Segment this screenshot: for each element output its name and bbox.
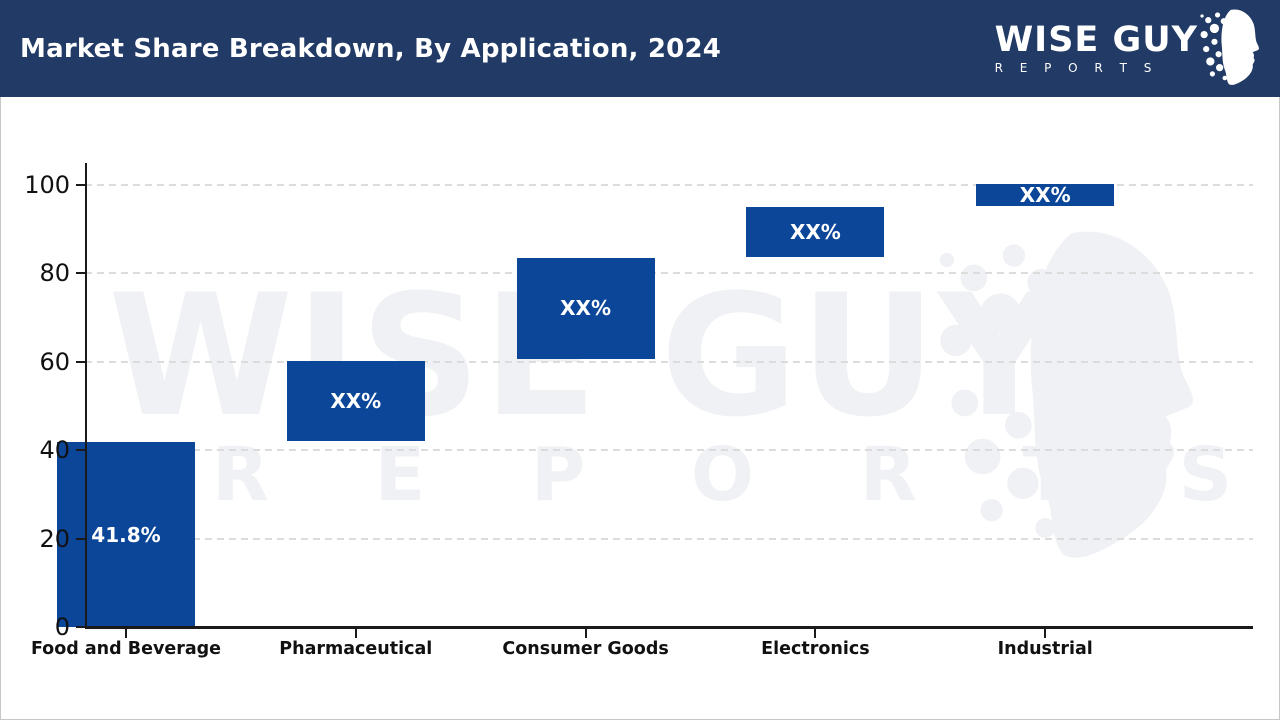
x-tick-mark-3 — [814, 629, 817, 638]
wise-guy-reports-logo: WISE GUY R E P O R T S — [995, 7, 1262, 91]
gridline-y-60 — [85, 360, 1253, 363]
y-tick-label-60: 60 — [39, 347, 70, 376]
y-tick-mark-0 — [76, 626, 85, 628]
gridline-y-80 — [85, 272, 1253, 275]
x-category-label-4: Industrial — [997, 639, 1093, 659]
bar-value-label: XX% — [330, 389, 382, 414]
bar-industrial: XX% — [976, 183, 1115, 208]
gridline-y-40 — [85, 449, 1253, 452]
y-tick-mark-60 — [76, 360, 85, 363]
y-tick-label-20: 20 — [39, 524, 70, 553]
gridline-y-20 — [85, 537, 1253, 540]
watermark-head-profile — [938, 222, 1206, 570]
x-category-label-2: Consumer Goods — [502, 639, 669, 659]
bar-value-label: XX% — [789, 219, 841, 244]
bar-electronics: XX% — [746, 207, 885, 257]
page-title: Market Share Breakdown, By Application, … — [20, 33, 722, 64]
bar-pharmaceutical: XX% — [286, 360, 425, 442]
y-axis-line — [85, 163, 87, 627]
y-tick-label-0: 0 — [54, 613, 70, 641]
x-tick-mark-1 — [354, 629, 357, 638]
logo-text: WISE GUY R E P O R T S — [994, 20, 1198, 75]
gridline-y-100 — [85, 184, 1253, 187]
y-tick-label-100: 100 — [24, 171, 70, 200]
x-tick-mark-0 — [125, 629, 127, 638]
x-category-label-0: Food and Beverage — [30, 639, 222, 659]
x-tick-mark-4 — [1044, 629, 1047, 638]
y-tick-mark-40 — [76, 449, 85, 452]
bar-value-label: XX% — [1019, 183, 1071, 208]
x-axis-line — [85, 626, 1253, 629]
y-tick-label-40: 40 — [39, 436, 70, 465]
x-category-label-1: Pharmaceutical — [279, 639, 433, 659]
x-tick-mark-2 — [584, 629, 587, 638]
y-tick-mark-80 — [76, 272, 85, 275]
y-tick-mark-100 — [76, 184, 85, 187]
bar-value-label: 41.8% — [91, 522, 161, 547]
bar-food-and-beverage: 41.8% — [57, 442, 195, 627]
y-tick-mark-20 — [76, 537, 85, 540]
logo-subtitle: R E P O R T S — [994, 61, 1158, 75]
head-profile-icon — [1200, 7, 1262, 91]
bar-value-label: XX% — [560, 296, 612, 321]
logo-wordmark: WISE GUY — [994, 20, 1198, 60]
header-band: Market Share Breakdown, By Application, … — [0, 0, 1280, 97]
y-tick-label-80: 80 — [39, 259, 70, 288]
bar-consumer-goods: XX% — [516, 258, 655, 359]
x-category-label-3: Electronics — [761, 639, 870, 659]
